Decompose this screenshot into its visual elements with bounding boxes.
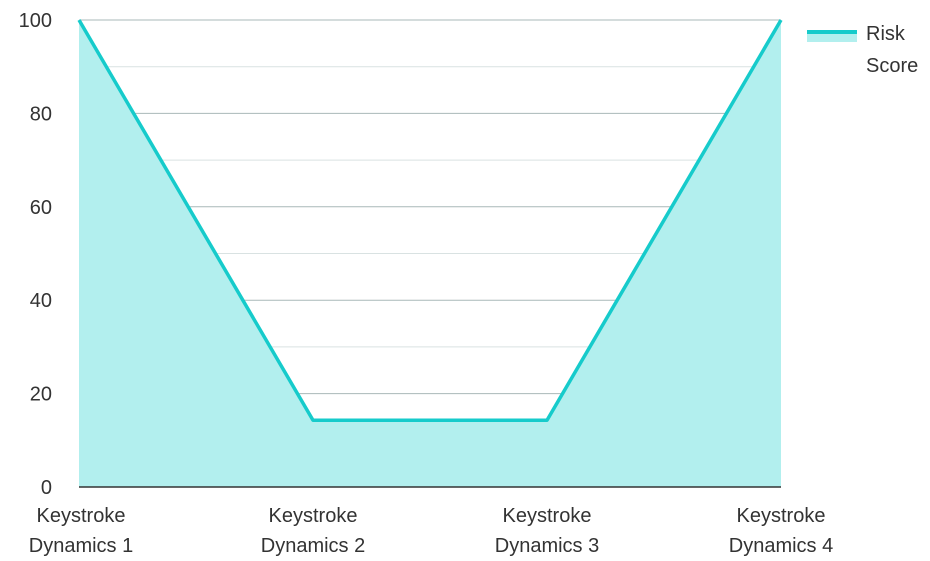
area-layer (79, 20, 781, 487)
y-axis-tick-labels: 0 20 40 60 80 100 (19, 10, 52, 499)
legend-label-line-2: Score (866, 55, 918, 77)
x-tick-label: Keystroke Dynamics 4 (729, 505, 833, 557)
x-axis-tick-labels: Keystroke Dynamics 1 Keystroke Dynamics 2 Ke… (29, 505, 833, 557)
x-tick-label: Keystroke Dynamics 2 (261, 505, 365, 557)
series-area-risk-score (79, 20, 781, 487)
y-tick-label: 100 (19, 10, 52, 32)
y-tick-label: 80 (30, 103, 52, 125)
x-tick-label: Keystroke Dynamics 1 (29, 505, 133, 557)
legend: Risk Score (807, 23, 918, 77)
legend-label-line-1: Risk (866, 23, 906, 45)
y-tick-label: 40 (30, 290, 52, 312)
y-tick-label: 0 (41, 477, 52, 499)
legend-swatch-fill (807, 32, 857, 42)
y-tick-label: 60 (30, 197, 52, 219)
y-tick-label: 20 (30, 384, 52, 406)
series-line-risk-score (77, 19, 783, 422)
x-tick-label: Keystroke Dynamics 3 (495, 505, 599, 557)
line-layer (77, 19, 783, 422)
